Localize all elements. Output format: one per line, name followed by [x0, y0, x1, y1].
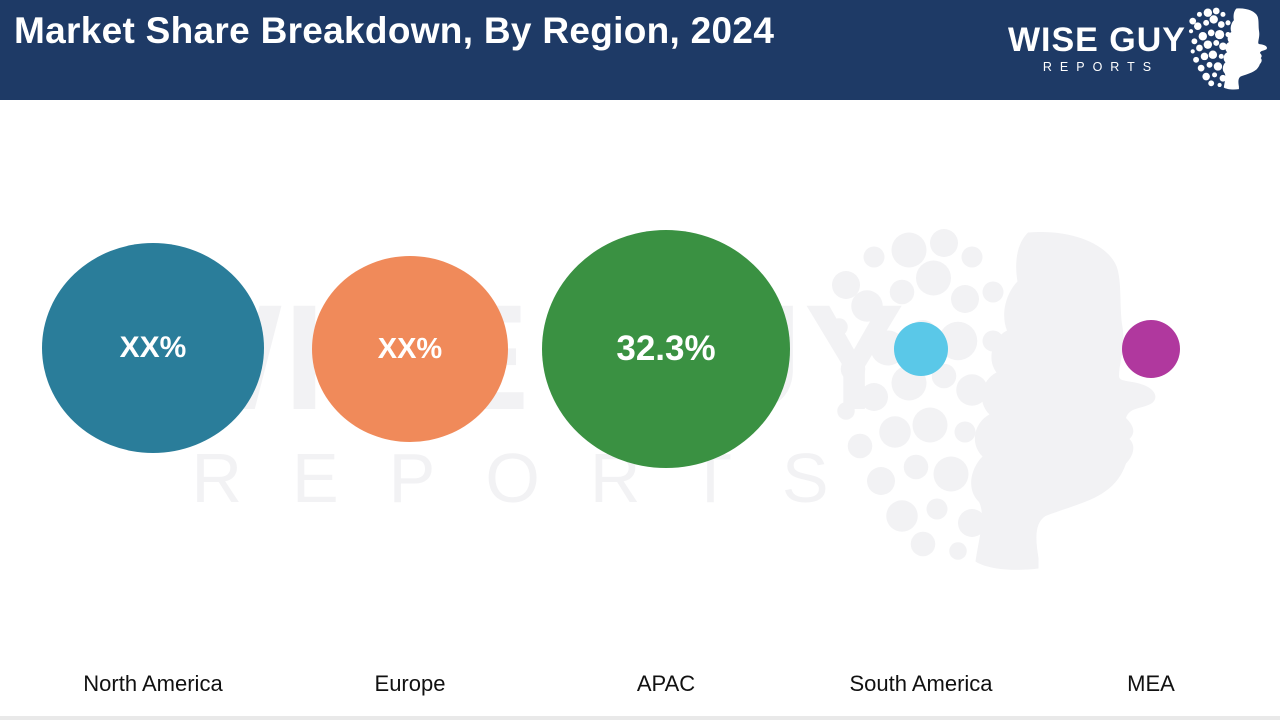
logo-subtitle: REPORTS	[1042, 60, 1160, 75]
category-label-apac: APAC	[636, 671, 696, 696]
bubble-europe: XX%	[312, 256, 508, 442]
bubble-value-europe: XX%	[377, 332, 443, 365]
bottom-edge-divider	[0, 716, 1280, 720]
category-label-south-america: South America	[849, 671, 993, 696]
bubble-south-america	[894, 322, 948, 376]
watermark-head-icon	[818, 222, 1168, 572]
category-label-mea: MEA	[1127, 671, 1175, 696]
wiseguy-head-icon	[1186, 6, 1270, 90]
category-label-europe: Europe	[374, 671, 446, 696]
bubble-apac: 32.3%	[542, 230, 790, 468]
wiseguy-logo: WISE GUY REPORTS	[1008, 6, 1270, 90]
bubble-mea	[1122, 320, 1180, 378]
bubble-value-north-america: XX%	[119, 331, 187, 364]
bubble-north-america: XX%	[42, 243, 264, 453]
logo-name: WISE GUY	[1007, 20, 1186, 59]
header-bar: Market Share Breakdown, By Region, 2024 …	[0, 0, 1280, 100]
wiseguy-logo-text: WISE GUY REPORTS	[1007, 20, 1186, 75]
bubble-value-apac: 32.3%	[616, 329, 716, 368]
page-title: Market Share Breakdown, By Region, 2024	[14, 10, 775, 51]
watermark-subtitle: REPORTS	[191, 439, 879, 517]
category-label-north-america: North America	[83, 671, 223, 696]
